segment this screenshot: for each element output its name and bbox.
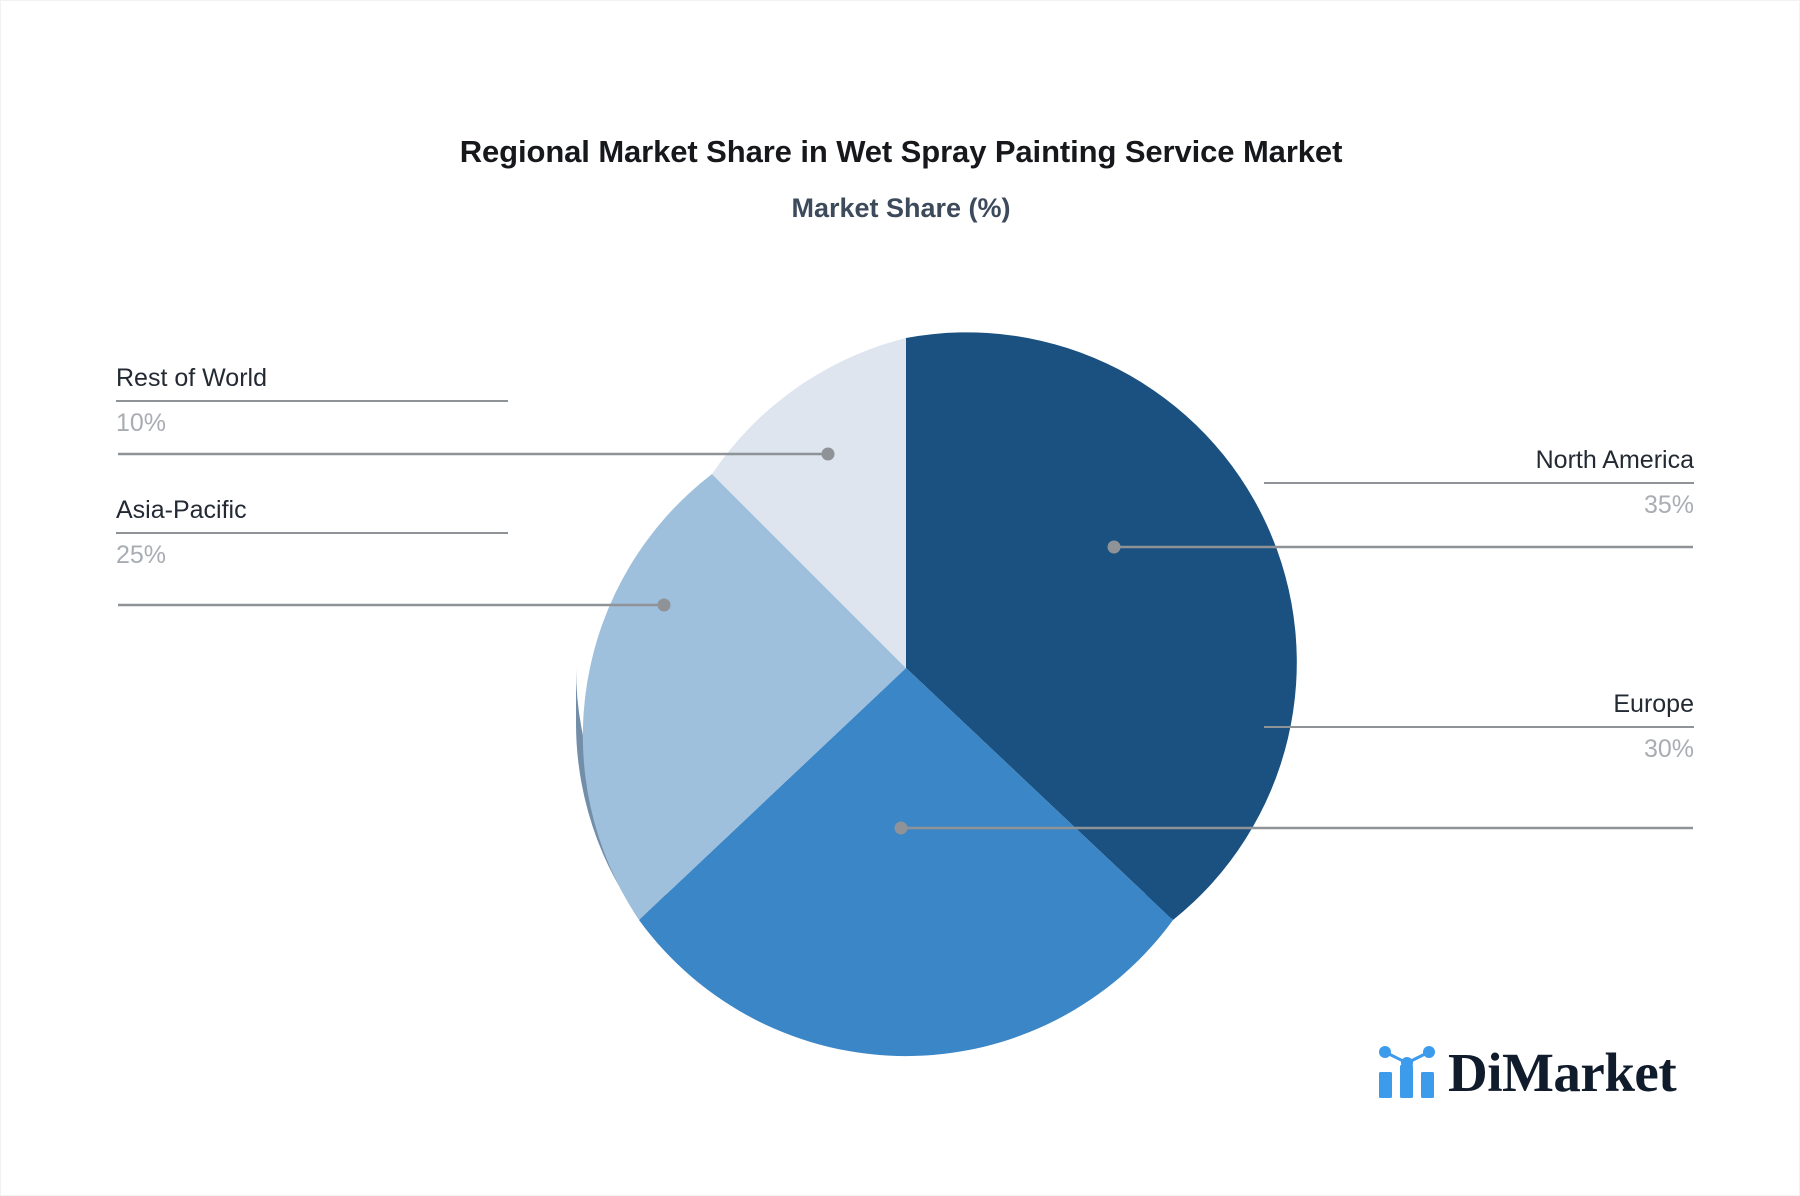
pie-label-name-asia-pacific: Asia-Pacific: [116, 496, 247, 524]
brand-name: DiMarket: [1448, 1041, 1677, 1103]
pie-label-rule: [1264, 482, 1694, 484]
brand-logo: DiMarket: [1376, 1041, 1677, 1103]
leader-dot-europe: [894, 821, 908, 835]
pie-label-value-north-america: 35%: [1643, 491, 1694, 519]
pie-leader-dots: [657, 447, 1121, 835]
pie-slice-asia-pacific[interactable]: [582, 474, 906, 920]
pie-label-europe: Europe 30%: [1264, 687, 1694, 766]
pie-label-value-rest-of-world: 10%: [116, 409, 167, 437]
pie-slice-europe[interactable]: [639, 668, 1173, 1057]
pie-label-name-north-america: North America: [1535, 446, 1694, 474]
pie-slices: [582, 332, 1297, 1057]
pie-label-value-europe: 30%: [1643, 735, 1694, 763]
pie-slice-north-america[interactable]: [906, 332, 1297, 920]
pie-label-name-rest-of-world: Rest of World: [116, 364, 267, 392]
leader-dot-north-america: [1107, 540, 1121, 554]
pie-label-asia-pacific: Asia-Pacific 25%: [116, 493, 508, 572]
pie-label-value-asia-pacific: 25%: [116, 541, 167, 569]
pie-label-name-europe: Europe: [1613, 690, 1694, 718]
leader-dot-rest-of-world: [821, 447, 835, 461]
chart-subtitle: Market Share (%): [791, 193, 1011, 223]
pie-slice-rest-of-world[interactable]: [712, 338, 906, 668]
pie-label-rule: [116, 400, 508, 402]
pie-label-rule: [116, 532, 508, 534]
leader-dot-asia-pacific: [657, 598, 671, 612]
pie-leader-lines: [118, 452, 1693, 830]
pie-label-north-america: North America 35%: [1264, 443, 1694, 522]
page-title: Regional Market Share in Wet Spray Paint…: [459, 134, 1343, 169]
pie-label-rule: [1264, 726, 1694, 728]
bar-chart-trend-icon: [1379, 1046, 1435, 1098]
pie-label-rest-of-world: Rest of World 10%: [116, 361, 508, 440]
